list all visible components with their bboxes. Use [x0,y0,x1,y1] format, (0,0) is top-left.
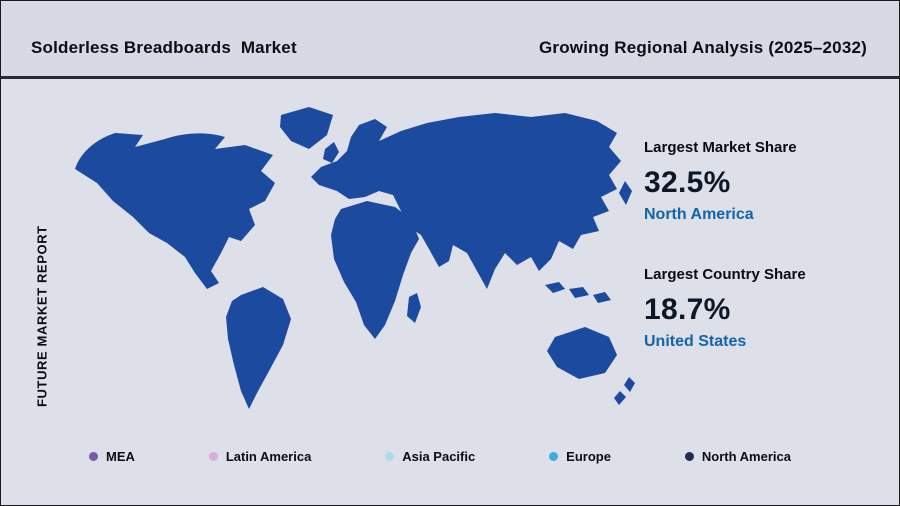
legend-label: Europe [566,449,611,464]
world-map-svg [75,107,635,409]
continent-north-america [75,133,275,289]
legend: MEA Latin America Asia Pacific Europe No… [89,449,791,464]
island-uk [323,142,339,163]
header: Solderless Breadboards Market Growing Re… [1,1,899,77]
legend-dot [549,452,559,461]
island-japan [619,181,632,205]
stat-value: 18.7% [644,293,731,326]
continent-africa [331,201,419,339]
stats-panel: Largest Market Share 32.5% North America… [644,139,884,393]
legend-dot [208,452,218,461]
legend-item-latin-america: Latin America [208,449,312,464]
continent-south-america [226,287,291,409]
legend-dot [385,452,395,461]
legend-item-asia-pacific: Asia Pacific [385,449,475,464]
islands-indonesia [545,282,611,303]
legend-label: North America [701,449,791,464]
legend-label: MEA [106,449,135,464]
stat-value: 32.5% [644,166,731,199]
stat-region: United States [644,333,747,350]
header-band [1,1,899,77]
stat-label: Largest Market Share [644,139,797,156]
legend-label: Asia Pacific [402,449,476,464]
legend-dot [684,452,694,461]
page-title: Solderless Breadboards Market [31,38,297,57]
continent-australia [547,327,617,379]
stat-country-share: Largest Country Share 18.7% United State… [644,266,884,351]
watermark-vertical-label: FUTURE MARKET REPORT [34,225,50,407]
continent-eurasia [311,113,621,289]
island-madagascar [407,293,421,323]
header-divider [1,76,899,79]
island-greenland [280,107,333,149]
world-map [53,85,653,433]
legend-item-mea: MEA [89,449,135,464]
stat-label: Largest Country Share [644,266,806,283]
legend-item-europe: Europe [549,449,611,464]
legend-label: Latin America [225,449,312,464]
islands-new-zealand [614,377,635,405]
legend-item-north-america: North America [684,449,791,464]
legend-dot [89,452,98,461]
stat-market-share: Largest Market Share 32.5% North America [644,139,884,224]
continents [75,107,635,409]
stat-region: North America [644,206,754,223]
page-subtitle: Growing Regional Analysis (2025–2032) [538,38,867,57]
